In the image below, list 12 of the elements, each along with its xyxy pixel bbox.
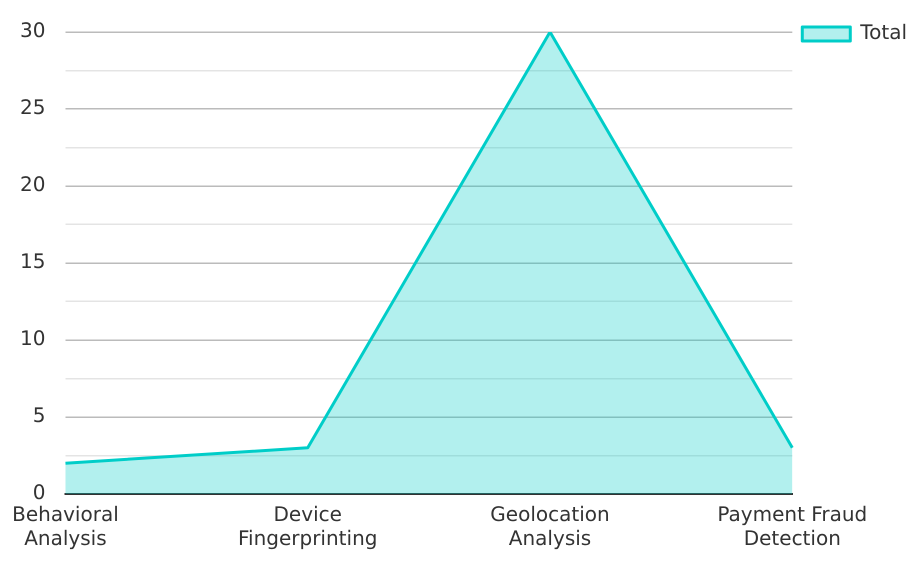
y-tick-label: 0: [32, 480, 46, 504]
y-tick-label: 20: [20, 172, 46, 196]
y-tick-label: 30: [20, 18, 46, 42]
x-tick-label: Device Fingerprinting: [238, 502, 378, 550]
x-tick-label: Behavioral Analysis: [12, 502, 119, 550]
y-tick-label: 5: [32, 403, 46, 428]
x-tick-label: Payment Fraud Detection: [717, 502, 868, 550]
y-tick-label: 25: [20, 95, 46, 120]
legend-label: Total: [859, 20, 908, 44]
y-tick-label: 10: [20, 326, 46, 350]
x-tick-label: Geolocation Analysis: [490, 502, 610, 550]
y-tick-label: 15: [20, 249, 46, 274]
